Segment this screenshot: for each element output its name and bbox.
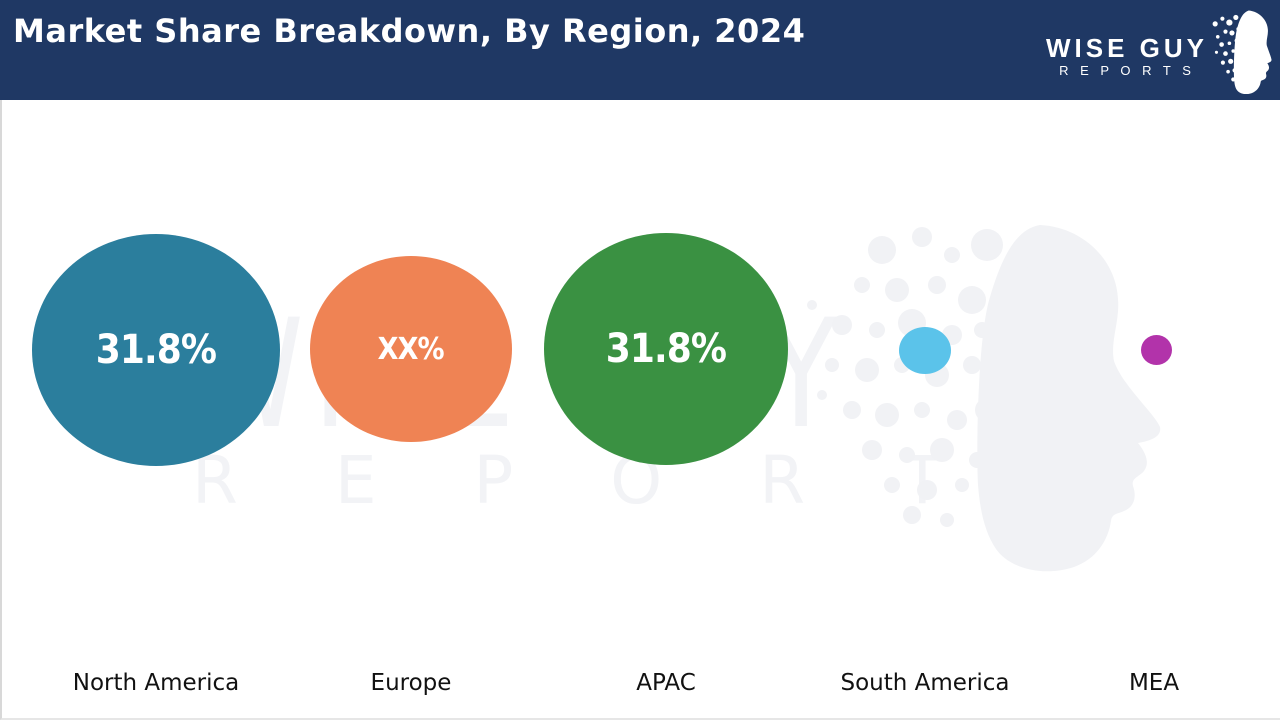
logo-subtitle: R E P O R T S [1059,63,1195,78]
category-label-europe: Europe [370,670,452,696]
category-label-mea: MEA [1128,670,1180,696]
bubble-apac: 31.8% [544,233,788,465]
watermark-head-icon [807,225,1161,572]
bubble-europe: XX% [310,256,512,442]
category-label-apac: APAC [636,670,696,696]
header-bar: Market Share Breakdown, By Region, 2024 … [0,0,1280,100]
bubble-south-america [899,327,951,374]
logo-text: WISE GUY R E P O R T S [1046,33,1208,79]
page-title: Market Share Breakdown, By Region, 2024 [13,12,806,50]
chart-canvas: WISE GUY R E P O R T S 31.8% XX% [0,100,1280,720]
bubble-value-label: 31.8% [95,327,217,373]
category-label-south-america: South America [840,670,1010,696]
logo-wordmark: WISE GUY [1045,33,1208,63]
bubble-value-label: 31.8% [605,326,727,372]
bubble-value-label: XX% [377,331,445,367]
bubble-north-america: 31.8% [32,234,280,466]
category-label-north-america: North America [72,670,240,696]
wiseguy-head-icon [1212,10,1272,94]
wiseguy-logo: WISE GUY R E P O R T S [1046,4,1272,94]
bubble-mea [1141,335,1172,365]
